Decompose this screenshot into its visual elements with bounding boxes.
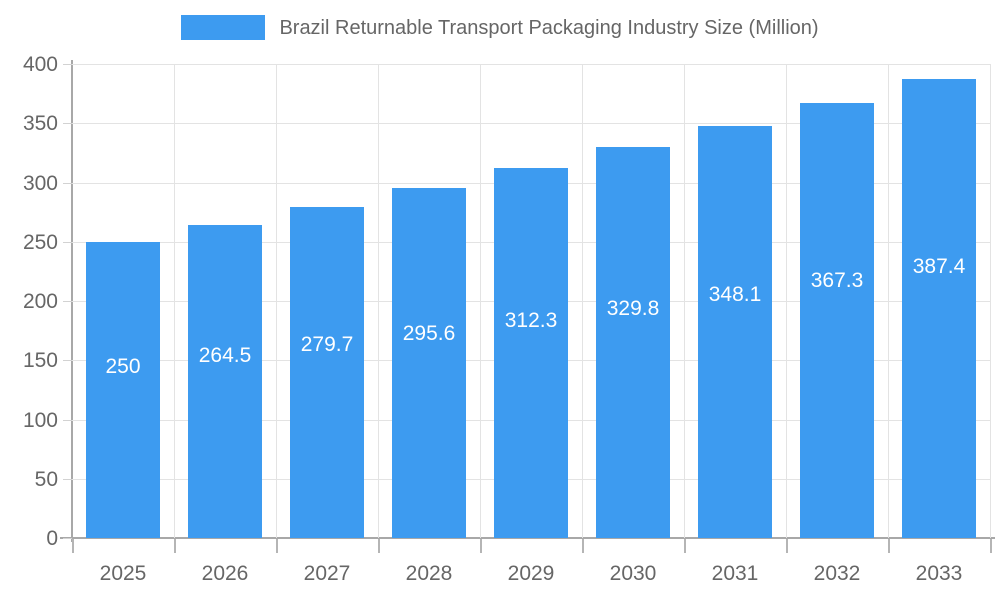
- y-axis-tick: [63, 123, 72, 125]
- x-axis-line: [60, 537, 995, 539]
- x-axis-category-label: 2031: [711, 562, 759, 585]
- y-axis-tick-label: 150: [22, 349, 58, 373]
- y-axis-tick-label: 200: [22, 290, 58, 313]
- x-axis-category-label: 2027: [303, 562, 351, 585]
- x-axis-tick: [378, 539, 380, 553]
- y-axis-tick: [63, 478, 72, 480]
- chart-legend: Brazil Returnable Transport Packaging In…: [0, 0, 1000, 55]
- x-axis-tick: [174, 539, 176, 553]
- gridline-horizontal: [72, 64, 990, 65]
- x-axis-tick: [786, 539, 788, 553]
- x-axis-category-label: 2032: [813, 562, 861, 585]
- y-axis-tick-label: 0: [46, 527, 58, 550]
- gridline-vertical: [888, 64, 889, 538]
- bar[interactable]: [800, 102, 874, 538]
- bar[interactable]: [596, 147, 670, 538]
- x-axis-tick: [888, 539, 890, 553]
- y-axis-tick: [63, 360, 72, 362]
- y-axis-tick-label: 250: [22, 230, 58, 254]
- bar[interactable]: [86, 241, 160, 538]
- x-axis-tick: [276, 539, 278, 553]
- y-axis-tick: [63, 419, 72, 421]
- gridline-vertical: [786, 64, 787, 538]
- bar[interactable]: [290, 206, 364, 538]
- gridline-vertical: [378, 64, 379, 538]
- x-axis-category-label: 2030: [609, 562, 657, 585]
- gridline-vertical: [480, 64, 481, 538]
- gridline-vertical: [990, 64, 991, 538]
- x-axis-tick: [582, 539, 584, 553]
- x-axis-category-label: 2028: [405, 562, 453, 585]
- gridline-vertical: [582, 64, 583, 538]
- y-axis-tick-label: 100: [22, 408, 58, 432]
- gridline-vertical: [276, 64, 277, 538]
- gridline-horizontal: [72, 123, 990, 125]
- x-axis-category-label: 2029: [507, 562, 555, 585]
- gridline-vertical: [174, 64, 175, 538]
- plot-area: [63, 64, 991, 539]
- y-axis-tick-label: 400: [22, 53, 58, 76]
- y-axis-tick: [63, 538, 72, 539]
- y-axis-tick: [63, 64, 72, 65]
- gridline-vertical: [684, 64, 685, 538]
- legend-label: Brazil Returnable Transport Packaging In…: [279, 16, 819, 39]
- x-axis-tick: [72, 539, 74, 553]
- x-axis-category-label: 2025: [99, 562, 147, 585]
- y-axis-tick-label: 350: [22, 112, 58, 136]
- x-axis-tick: [990, 539, 992, 553]
- x-axis-tick: [480, 539, 482, 553]
- y-axis-tick: [63, 301, 72, 302]
- legend-item[interactable]: Brazil Returnable Transport Packaging In…: [181, 15, 819, 40]
- y-axis-tick-label: 300: [22, 171, 58, 195]
- y-axis-tick-label: 50: [34, 467, 58, 491]
- x-axis-tick: [684, 539, 686, 553]
- y-axis-tick: [63, 241, 72, 243]
- gridline-horizontal: [72, 538, 990, 539]
- bar[interactable]: [392, 187, 466, 538]
- bar[interactable]: [902, 78, 976, 538]
- bar[interactable]: [698, 125, 772, 538]
- x-axis-category-label: 2026: [201, 562, 249, 585]
- bar[interactable]: [188, 224, 262, 538]
- bar[interactable]: [494, 167, 568, 538]
- x-axis-category-label: 2033: [915, 562, 963, 585]
- y-axis-tick: [63, 182, 72, 184]
- legend-color-swatch: [181, 15, 266, 40]
